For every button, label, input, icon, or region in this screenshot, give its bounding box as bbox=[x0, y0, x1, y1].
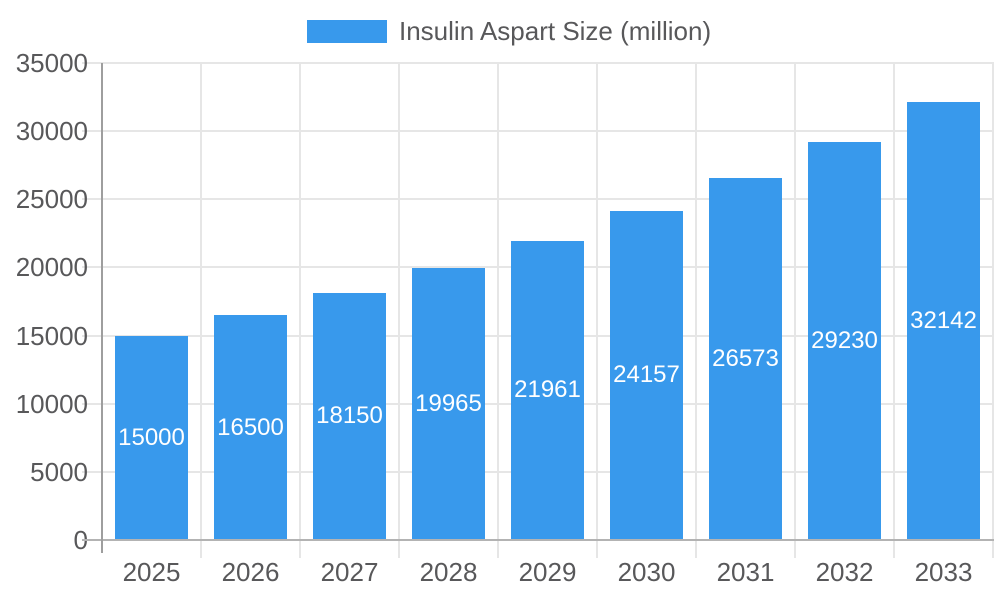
gridline-h bbox=[82, 130, 994, 133]
bar[interactable] bbox=[412, 267, 485, 539]
gridline-v bbox=[893, 63, 895, 558]
bar-value-label: 15000 bbox=[118, 423, 185, 451]
y-tick-label: 25000 bbox=[15, 184, 88, 215]
bar-value-label: 16500 bbox=[217, 413, 284, 441]
x-tick-label: 2033 bbox=[914, 557, 973, 587]
x-tick-label: 2029 bbox=[518, 557, 577, 587]
bar[interactable] bbox=[511, 240, 584, 539]
bar[interactable] bbox=[214, 315, 287, 539]
y-tick-label: 5000 bbox=[30, 456, 88, 487]
bar-value-label: 29230 bbox=[811, 326, 878, 354]
gridline-v bbox=[497, 63, 499, 558]
x-tick-label: 2031 bbox=[716, 557, 775, 587]
bar[interactable] bbox=[808, 141, 881, 539]
y-tick-label: 20000 bbox=[15, 252, 88, 283]
bar[interactable] bbox=[907, 101, 980, 539]
bar[interactable] bbox=[610, 210, 683, 539]
gridline-h bbox=[82, 198, 994, 201]
gridline-v bbox=[200, 63, 202, 558]
bar-value-label: 26573 bbox=[712, 344, 779, 372]
x-axis-line bbox=[82, 539, 994, 541]
x-tick-label: 2025 bbox=[122, 557, 181, 587]
bar[interactable] bbox=[313, 292, 386, 539]
y-tick-label: 15000 bbox=[15, 320, 88, 351]
legend-swatch-icon bbox=[307, 20, 387, 43]
x-tick-label: 2026 bbox=[221, 557, 280, 587]
y-axis-line bbox=[101, 63, 103, 553]
bar-value-label: 24157 bbox=[613, 361, 680, 389]
y-tick-label: 35000 bbox=[15, 48, 88, 78]
gridline-h bbox=[82, 62, 994, 64]
gridline-v bbox=[992, 63, 994, 558]
gridline-v bbox=[398, 63, 400, 558]
bar[interactable] bbox=[709, 177, 782, 539]
gridline-v bbox=[299, 63, 301, 558]
gridline-v bbox=[794, 63, 796, 558]
bar-value-label: 19965 bbox=[415, 389, 482, 417]
y-tick-label: 30000 bbox=[15, 116, 88, 147]
legend[interactable]: Insulin Aspart Size (million) bbox=[307, 16, 711, 47]
gridline-v bbox=[695, 63, 697, 558]
x-tick-label: 2027 bbox=[320, 557, 379, 587]
bar-value-label: 18150 bbox=[316, 402, 383, 430]
y-tick-label: 10000 bbox=[15, 388, 88, 419]
x-tick-label: 2028 bbox=[419, 557, 478, 587]
y-tick-label: 0 bbox=[73, 525, 88, 555]
x-tick-label: 2030 bbox=[617, 557, 676, 587]
x-tick-label: 2032 bbox=[815, 557, 874, 587]
gridline-v bbox=[596, 63, 598, 558]
bar-value-label: 32142 bbox=[910, 306, 977, 334]
bar-value-label: 21961 bbox=[514, 376, 581, 404]
legend-label: Insulin Aspart Size (million) bbox=[399, 16, 712, 46]
bar[interactable] bbox=[115, 335, 188, 539]
